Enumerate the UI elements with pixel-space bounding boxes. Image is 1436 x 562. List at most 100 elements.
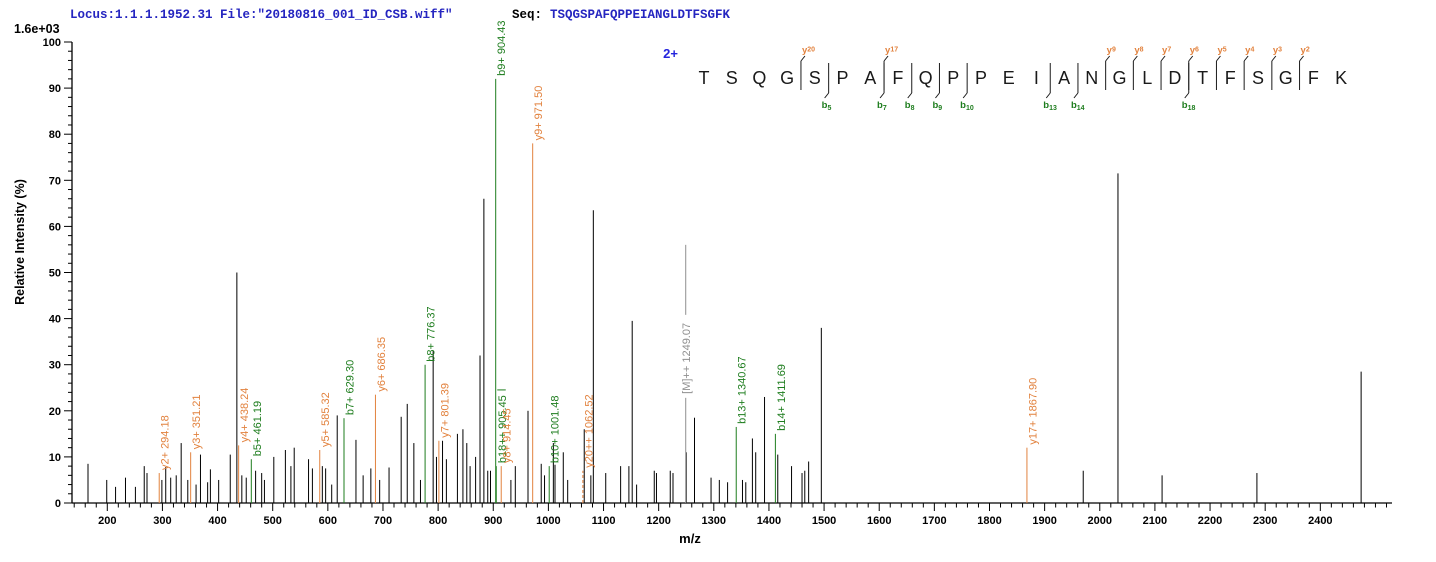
y-ion-marker-label: y17 [885, 45, 898, 56]
residue-letter: P [836, 68, 848, 88]
ion-label: b8+ 776.37 [426, 306, 438, 361]
x-tick-label: 700 [374, 515, 392, 527]
b-ion-marker-label: b7 [877, 100, 887, 112]
residue-letter: G [1279, 68, 1293, 88]
residue-letter: A [1058, 68, 1070, 88]
full-scale-intensity-label: 1.6e+03 [14, 22, 60, 36]
y-axis-title: Relative Intensity (%) [13, 179, 27, 305]
x-tick-label: 500 [264, 515, 282, 527]
y-ion-bracket [1299, 55, 1304, 62]
ion-annotations-layer: y2+ 294.18 y3+ 351.21 y4+ 438.24 b5+ 461.19… [158, 21, 1039, 503]
x-tick-label: 600 [319, 515, 337, 527]
x-tick-label: 2300 [1253, 515, 1277, 527]
x-tick-label: 1700 [922, 515, 946, 527]
y-tick-label: 40 [49, 314, 61, 326]
y-ion-marker-label: y7 [1162, 45, 1171, 56]
residue-letter: G [780, 68, 794, 88]
residue-letter: F [892, 68, 903, 88]
precursor-charge-label: 2+ [663, 46, 678, 61]
residue-letter: G [1112, 68, 1126, 88]
y-tick-label: 50 [49, 268, 61, 280]
ion-label: y5+ 585.32 [320, 392, 332, 447]
residue-letter: K [1335, 68, 1347, 88]
residue-letter: S [726, 68, 738, 88]
residue-letter: A [864, 68, 876, 88]
residue-letter: D [1168, 68, 1181, 88]
x-tick-label: 2100 [1143, 515, 1167, 527]
b-ion-marker-label: b10 [960, 100, 974, 112]
x-tick-label: 1200 [646, 515, 670, 527]
b-ion-bracket [962, 92, 968, 99]
y-ion-bracket [883, 55, 889, 62]
y-ion-marker-label: y5 [1217, 45, 1226, 56]
residue-letter: S [1252, 68, 1264, 88]
residue-letter: P [947, 68, 959, 88]
y-ion-bracket [1243, 55, 1249, 62]
ion-label: b5+ 461.19 [252, 401, 264, 456]
x-tick-label: 1600 [867, 515, 891, 527]
y-tick-label: 70 [49, 175, 61, 187]
seq-label: Seq: [512, 8, 543, 22]
x-tick-label: 1500 [812, 515, 836, 527]
x-tick-label: 1800 [977, 515, 1001, 527]
residue-letter: T [699, 68, 710, 88]
y-ion-marker-label: y3 [1273, 45, 1282, 56]
y-ion-marker-label: y6 [1190, 45, 1199, 56]
b-ion-bracket [1073, 92, 1079, 99]
y-ion-bracket [1188, 55, 1194, 62]
x-tick-label: 800 [429, 515, 447, 527]
y-ion-bracket [800, 55, 806, 62]
sequence-value: TSQGSPAFQPPEIANGLDTFSGFK [550, 8, 731, 22]
ion-label: b18++ 905.45 [497, 395, 509, 463]
residue-letter: L [1142, 68, 1152, 88]
x-tick-label: 2400 [1308, 515, 1332, 527]
ion-label: [M]++ 1249.07 [681, 323, 693, 394]
y-ion-bracket [1132, 55, 1138, 62]
residue-letter: T [1197, 68, 1208, 88]
residue-letter: S [809, 68, 821, 88]
residue-letter: E [1003, 68, 1015, 88]
residue-letter: P [975, 68, 987, 88]
y-ion-bracket [1160, 55, 1166, 62]
x-tick-label: 1900 [1032, 515, 1056, 527]
ion-label: y20++ 1062.52 [583, 394, 595, 467]
residue-letter: Q [919, 68, 933, 88]
ion-label: y3+ 351.21 [191, 395, 203, 450]
ion-label: y6+ 686.35 [376, 337, 388, 392]
residue-letter: Q [752, 68, 766, 88]
y-ion-bracket [1105, 55, 1111, 62]
x-tick-label: 1300 [702, 515, 726, 527]
b-ion-bracket [879, 92, 885, 99]
ion-label: y17+ 1867.90 [1027, 378, 1039, 445]
b-ion-marker-label: b5 [822, 100, 832, 112]
residue-letter: F [1225, 68, 1236, 88]
ion-label: b13+ 1340.67 [737, 356, 749, 424]
x-tick-label: 1400 [757, 515, 781, 527]
ion-label: y2+ 294.18 [160, 415, 172, 470]
x-tick-label: 900 [484, 515, 502, 527]
b-ion-bracket [907, 92, 913, 99]
x-tick-label: 1000 [536, 515, 560, 527]
x-tick-label: 300 [153, 515, 171, 527]
ion-label: y9+ 971.50 [533, 86, 545, 141]
b-ion-bracket [824, 92, 830, 99]
b-ion-marker-label: b14 [1071, 100, 1085, 112]
y-tick-label: 60 [49, 221, 61, 233]
y-tick-label: 20 [49, 406, 61, 418]
y-ion-marker-label: y8 [1134, 45, 1143, 56]
b-ion-marker-label: b18 [1182, 100, 1196, 112]
y-ion-marker-label: y4 [1245, 45, 1254, 56]
y-ion-marker-label: y20 [802, 45, 815, 56]
x-tick-label: 2200 [1198, 515, 1222, 527]
y-tick-label: 30 [49, 360, 61, 372]
ion-label: b9+ 904.43 [496, 21, 508, 76]
x-tick-label: 200 [98, 515, 116, 527]
b-ion-bracket [1184, 92, 1190, 99]
x-tick-label: 2000 [1088, 515, 1112, 527]
y-ion-bracket [1216, 55, 1221, 62]
y-ion-bracket [1271, 55, 1277, 62]
b-ion-marker-label: b9 [932, 100, 942, 112]
